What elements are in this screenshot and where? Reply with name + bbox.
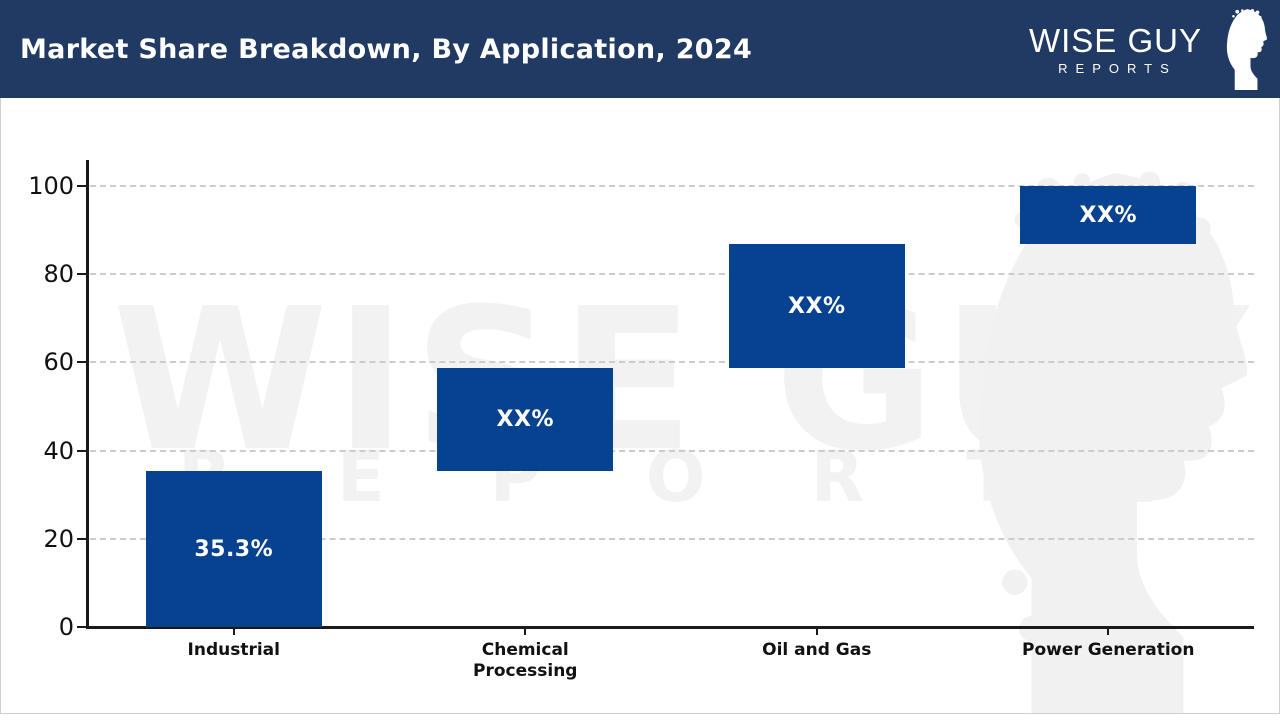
- brand-logo-text: WISE GUY REPORTS: [1028, 21, 1202, 76]
- y-tick-label: 60: [43, 348, 74, 377]
- x-category-label: Chemical Processing: [473, 640, 578, 681]
- bar-industrial: 35.3%: [145, 471, 322, 627]
- x-category-label: Power Generation: [1022, 640, 1195, 660]
- x-tick: [232, 627, 235, 635]
- y-tick: [77, 449, 86, 452]
- bar-power-generation: XX%: [1020, 186, 1197, 245]
- gridline: [90, 361, 1254, 364]
- gridline: [90, 273, 1254, 276]
- bar-value-label: XX%: [496, 407, 554, 433]
- bar-oil-and-gas: XX%: [728, 244, 905, 369]
- bar-chemical: XX%: [437, 368, 614, 472]
- y-tick-label: 100: [28, 172, 74, 200]
- bar-value-label: XX%: [1079, 202, 1137, 228]
- y-tick: [77, 626, 86, 628]
- gridline: [90, 185, 1254, 187]
- y-tick-label: 0: [58, 613, 74, 641]
- y-tick: [77, 537, 86, 540]
- y-tick: [77, 361, 86, 364]
- brand-name: WISE GUY: [1028, 21, 1202, 59]
- bar-value-label: XX%: [788, 293, 846, 319]
- x-tick: [1107, 627, 1110, 635]
- x-axis-line: [86, 626, 1254, 629]
- gridline: [90, 449, 1254, 452]
- y-axis-line: [86, 160, 89, 629]
- brand-logo: WISE GUY REPORTS: [1029, 8, 1268, 90]
- header-bar: Market Share Breakdown, By Application, …: [0, 0, 1280, 98]
- x-tick: [524, 627, 527, 635]
- y-tick-label: 40: [43, 436, 74, 465]
- brand-subtitle: REPORTS: [1058, 60, 1177, 76]
- x-category-label: Oil and Gas: [762, 640, 872, 660]
- x-category-label: Industrial: [187, 640, 280, 660]
- page-title: Market Share Breakdown, By Application, …: [20, 33, 753, 65]
- y-tick: [77, 273, 86, 276]
- bar-value-label: 35.3%: [194, 536, 274, 562]
- gridline: [90, 537, 1254, 540]
- y-tick-label: 80: [43, 260, 74, 289]
- x-tick: [815, 627, 818, 635]
- y-tick-label: 20: [43, 524, 74, 553]
- dotted-face-profile-icon: [1226, 8, 1268, 90]
- y-tick: [77, 185, 86, 187]
